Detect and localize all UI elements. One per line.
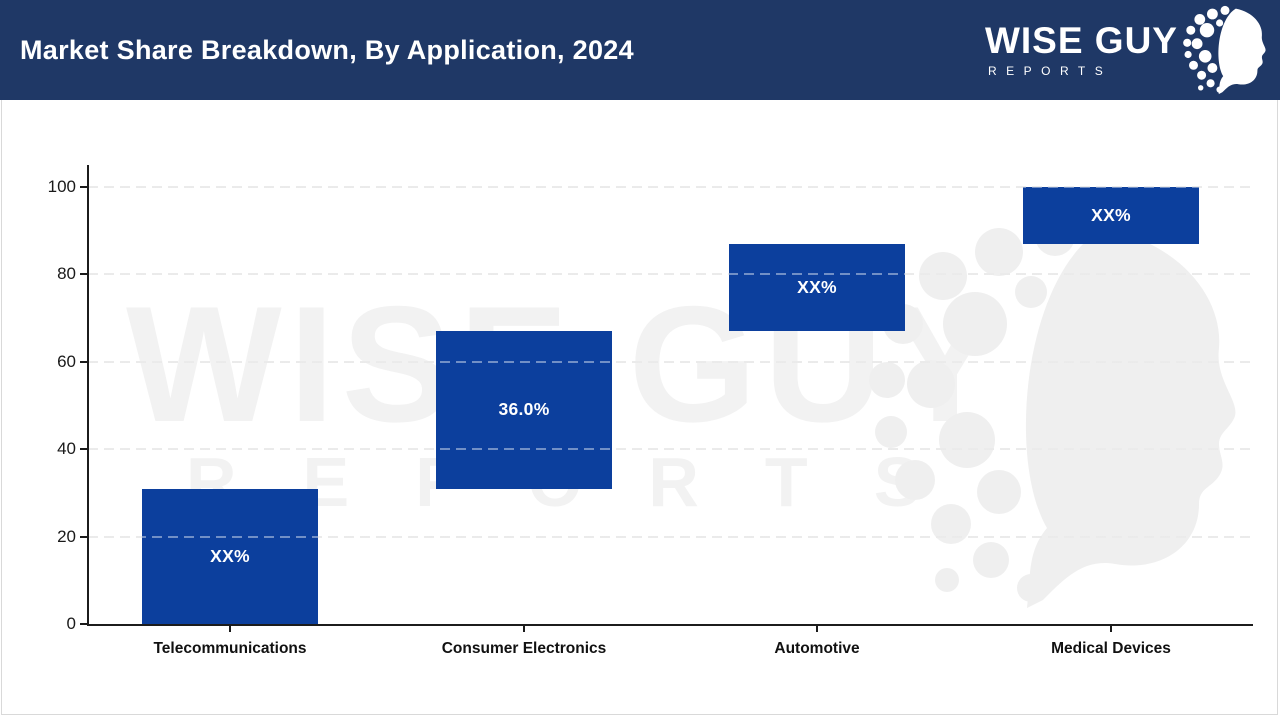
brand-head-icon: [1183, 5, 1266, 95]
y-axis-tick-label: 40: [57, 439, 76, 459]
brand-logo: WISE GUY REPORTS: [985, 0, 1270, 100]
y-axis-tick-mark: [80, 535, 88, 538]
gridline-overlay: [88, 273, 1253, 276]
gridline-overlay: [88, 186, 1253, 188]
x-axis-category-label: Consumer Electronics: [441, 640, 607, 657]
header-bar: Market Share Breakdown, By Application, …: [0, 0, 1280, 100]
x-axis-category-label: Medical Devices: [1051, 640, 1171, 657]
gridline: [88, 448, 1253, 451]
y-axis-tick-mark: [80, 273, 88, 276]
watermark-head-logo-icon: [869, 216, 1236, 608]
y-axis-tick-label: 100: [47, 177, 76, 196]
gridline-overlay: [88, 535, 1253, 538]
x-axis-tick-mark: [523, 624, 525, 632]
y-axis-line: [87, 165, 89, 626]
x-axis-line: [87, 624, 1253, 626]
bar-segment: 36.0%: [436, 331, 612, 489]
x-axis-category-label: Automotive: [774, 640, 860, 657]
y-axis-tick-mark: [80, 623, 88, 625]
y-axis-tick-label: 80: [57, 264, 76, 284]
brand-logo-text: WISE GUY REPORTS: [985, 22, 1178, 78]
gridline-overlay: [88, 360, 1253, 363]
y-axis-tick-mark: [80, 360, 88, 363]
y-axis-tick-label: 60: [57, 351, 76, 371]
chart-title: Market Share Breakdown, By Application, …: [20, 34, 634, 65]
bar-value-label: XX%: [797, 276, 837, 297]
y-axis-tick-label: 20: [57, 526, 76, 546]
gridline-overlay: [88, 448, 1253, 451]
gridline: [88, 535, 1253, 538]
y-axis-tick-mark: [80, 448, 88, 451]
x-axis-tick-mark: [229, 624, 231, 632]
bar-segment: XX%: [729, 243, 905, 332]
x-axis-tick-mark: [1110, 624, 1112, 632]
bar-value-label: 36.0%: [498, 399, 550, 420]
y-axis-tick-mark: [80, 186, 88, 188]
x-axis-tick-mark: [816, 624, 818, 632]
bar-segment: XX%: [1023, 187, 1199, 244]
bar-segment: XX%: [142, 488, 318, 624]
x-axis-category-label: Telecommunications: [153, 640, 307, 657]
brand-name: WISE GUY: [984, 20, 1178, 61]
brand-subtitle: REPORTS: [987, 64, 1113, 78]
bar-value-label: XX%: [210, 545, 250, 566]
gridline: [88, 186, 1253, 188]
y-axis-tick-label: 0: [66, 614, 76, 633]
gridline: [88, 360, 1253, 363]
gridline: [88, 273, 1253, 276]
bar-value-label: XX%: [1091, 204, 1131, 225]
